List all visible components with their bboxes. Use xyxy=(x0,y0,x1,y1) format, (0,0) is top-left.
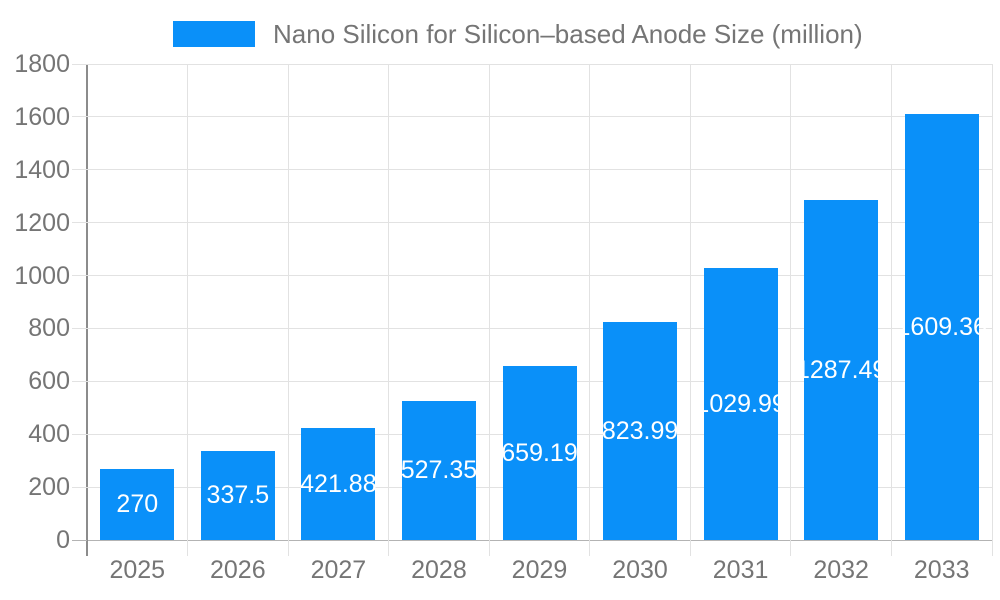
bar-2033[interactable] xyxy=(904,114,979,540)
x-tick-label: 2033 xyxy=(913,556,970,584)
x-tick xyxy=(187,540,189,556)
y-tick-label: 1200 xyxy=(14,208,70,237)
v-gridline xyxy=(488,64,490,540)
h-gridline xyxy=(87,116,992,118)
x-tick-label: 2032 xyxy=(813,556,869,584)
v-gridline xyxy=(991,64,993,540)
x-tick xyxy=(287,540,289,556)
x-tick-label: 2031 xyxy=(712,556,769,584)
x-tick-label: 2027 xyxy=(310,556,367,584)
bar-2030[interactable] xyxy=(603,322,678,540)
y-tick-label: 1800 xyxy=(14,50,70,78)
y-tick xyxy=(72,380,87,382)
x-tick xyxy=(890,540,892,556)
y-tick xyxy=(72,486,87,488)
x-tick-label: 2025 xyxy=(109,556,166,584)
x-tick xyxy=(991,540,993,556)
x-tick xyxy=(488,540,490,556)
y-tick xyxy=(72,169,87,171)
h-gridline xyxy=(87,222,992,224)
y-tick xyxy=(72,433,87,435)
y-tick xyxy=(72,327,87,329)
x-tick-label: 2026 xyxy=(210,556,266,584)
h-gridline xyxy=(87,63,992,65)
plot-area: 270 337.5 421.88 527.35 659.19 823.99 1029.99 1… xyxy=(72,63,993,556)
y-tick xyxy=(72,63,87,65)
y-tick-label: 1000 xyxy=(14,261,70,290)
v-gridline xyxy=(890,64,892,540)
v-gridline xyxy=(589,64,591,540)
h-gridline xyxy=(87,539,992,541)
x-tick-label: 2030 xyxy=(612,556,668,584)
y-tick xyxy=(72,116,87,118)
bar-2032[interactable] xyxy=(804,199,879,540)
bar-2025[interactable] xyxy=(100,468,175,540)
x-tick-label: 2029 xyxy=(511,556,568,584)
y-tick-label: 400 xyxy=(28,420,70,449)
y-tick xyxy=(72,275,87,277)
x-tick xyxy=(86,540,88,556)
h-gridline xyxy=(87,169,992,171)
v-gridline xyxy=(187,64,189,540)
v-gridline xyxy=(790,64,792,540)
v-gridline xyxy=(388,64,390,540)
x-tick xyxy=(388,540,390,556)
y-tick-label: 200 xyxy=(28,473,70,502)
x-tick xyxy=(790,540,792,556)
v-gridline xyxy=(287,64,289,540)
bar-2031[interactable] xyxy=(703,267,778,540)
y-axis-line xyxy=(86,64,88,556)
y-tick-label: 1600 xyxy=(14,102,70,131)
bar-2026[interactable] xyxy=(200,450,275,540)
h-gridline xyxy=(87,275,992,277)
h-gridline xyxy=(87,327,992,329)
y-tick-label: 600 xyxy=(28,367,70,396)
legend-swatch-icon xyxy=(173,21,255,47)
v-gridline xyxy=(689,64,691,540)
legend-item[interactable]: Nano Silicon for Silicon–based Anode Siz… xyxy=(173,21,863,47)
x-tick xyxy=(689,540,691,556)
bar-2029[interactable] xyxy=(502,365,577,540)
y-tick-label: 800 xyxy=(28,314,70,343)
x-tick-label: 2028 xyxy=(411,556,467,584)
y-tick xyxy=(72,539,87,541)
x-tick xyxy=(589,540,591,556)
y-tick xyxy=(72,222,87,224)
y-tick-label: 0 xyxy=(56,526,70,554)
bar-2028[interactable] xyxy=(401,400,476,540)
bar-2027[interactable] xyxy=(301,428,376,540)
y-tick-label: 1400 xyxy=(14,155,70,184)
legend-label: Nano Silicon for Silicon–based Anode Siz… xyxy=(273,19,863,49)
